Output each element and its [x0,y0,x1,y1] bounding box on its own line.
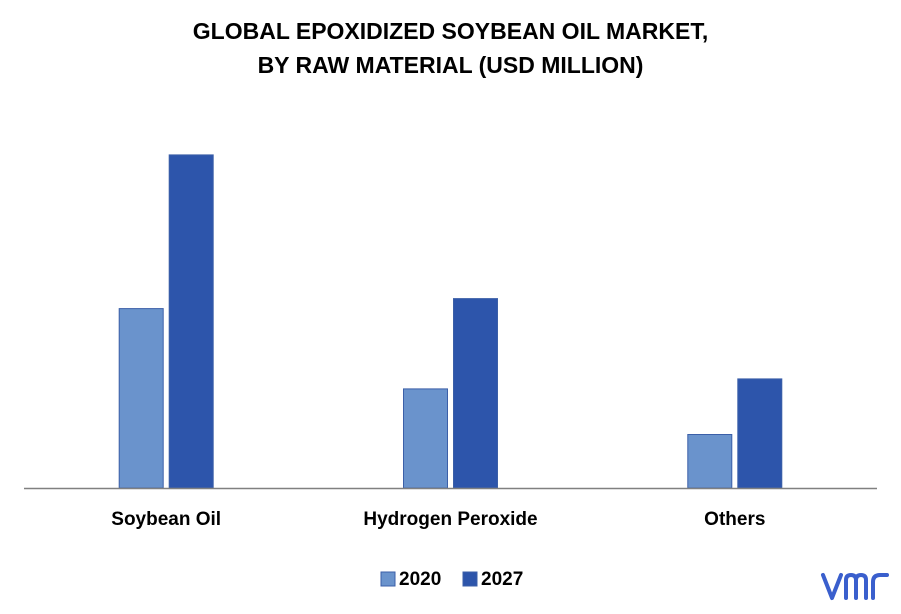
legend-label-2020: 2020 [399,569,441,590]
chart-title-line-1: GLOBAL EPOXIDIZED SOYBEAN OIL MARKET, [192,18,709,44]
chart-title: GLOBAL EPOXIDIZED SOYBEAN OIL MARKET, BY… [0,14,901,82]
x-tick-label-soybean-oil: Soybean Oil [111,509,221,530]
chart-title-line-2: BY RAW MATERIAL (USD MILLION) [257,52,644,78]
bar-hydrogen-peroxide-2027 [453,298,498,489]
legend-swatch-2027 [462,571,478,587]
bar-others-2027 [737,378,783,489]
bar-others-2020 [687,434,733,489]
bar-hydrogen-peroxide-2020 [403,388,448,489]
legend-label-2027: 2027 [481,569,523,590]
bar-soybean-oil-2020 [118,308,164,489]
bar-soybean-oil-2027 [168,154,214,489]
vmr-logo-icon [821,573,889,600]
x-tick-label-hydrogen-peroxide: Hydrogen Peroxide [363,509,537,530]
x-tick-label-others: Others [704,509,765,530]
legend-swatch-2020 [380,571,396,587]
